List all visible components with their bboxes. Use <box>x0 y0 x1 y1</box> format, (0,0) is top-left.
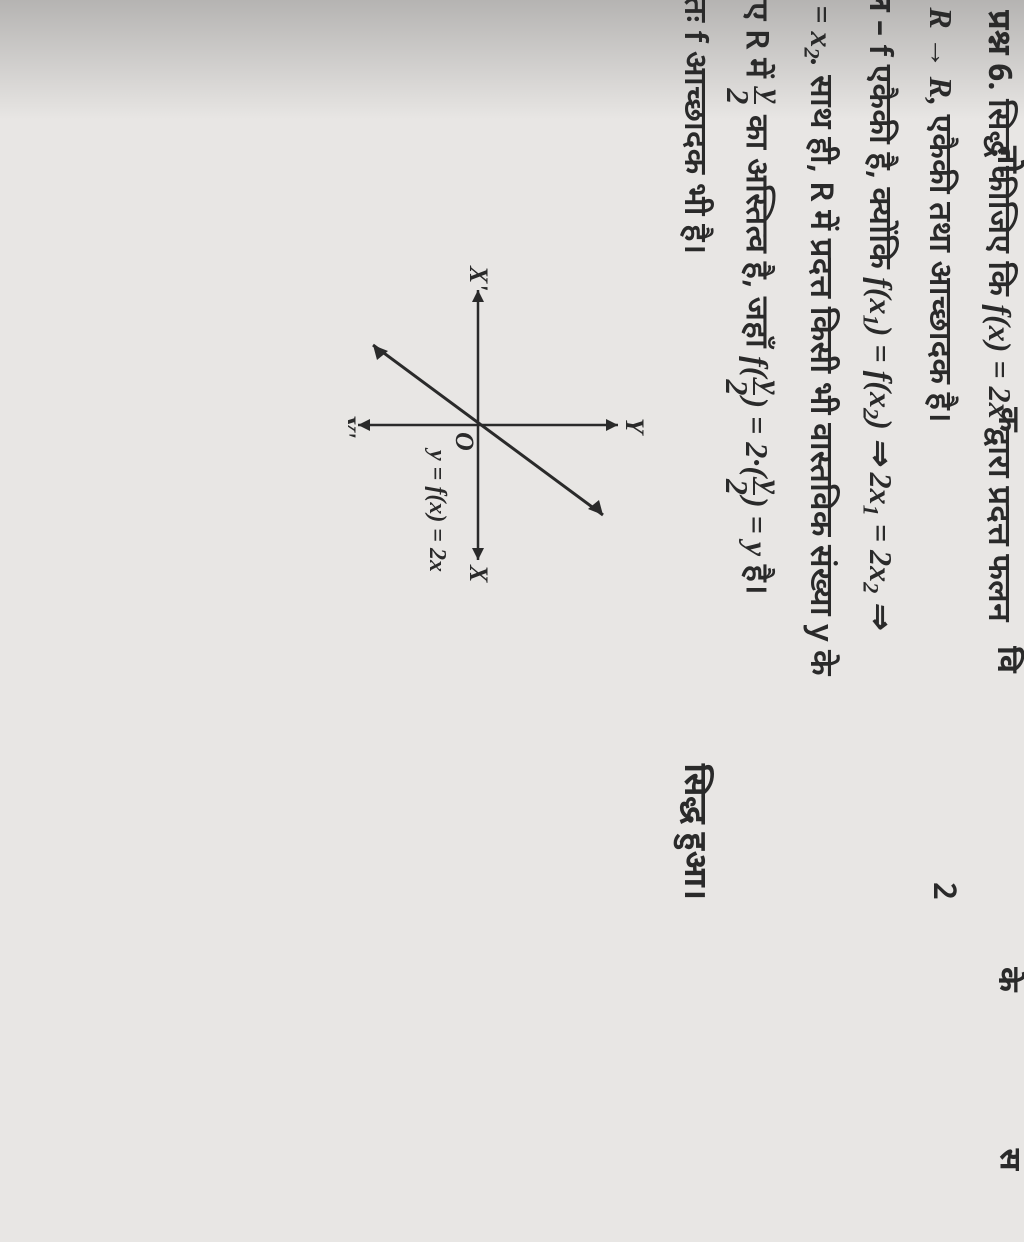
sol-eq: f(y2) = 2·(y2) = y <box>739 356 775 556</box>
label-Y: Y <box>620 418 648 436</box>
question-func: f(x) = 2x <box>982 304 1018 418</box>
page-content: 6. असत्य। प्रश्न 6. सिद्ध कीजिए कि f(x) … <box>348 0 1024 930</box>
sol-l3a: लिए R में <box>732 0 774 78</box>
question-line-1: प्रश्न 6. सिद्ध कीजिए कि f(x) = 2x द्वार… <box>970 0 1024 930</box>
solution-line-2: x1 = x2. साथ ही, R में प्रदत्त किसी भी व… <box>792 0 847 930</box>
label-X: X <box>464 564 493 583</box>
question-rest: एकैकी तथा आच्छादक है। <box>916 114 958 422</box>
frag-4: के <box>986 967 1024 992</box>
question-line-2: f : R → R, एकैकी तथा आच्छादक है। 2 <box>910 0 965 930</box>
frag-3: वि <box>985 646 1024 673</box>
graph-svg: Y X X' Y' O y = f(x) = 2x <box>348 260 648 600</box>
question-label: प्रश्न 6. <box>975 10 1017 90</box>
label-O: O <box>450 432 479 451</box>
sol-l3b: का अस्तित्व है, जहाँ <box>732 115 774 348</box>
sol-l2b: साथ ही, R में प्रदत्त किसी भी वास्तविक स… <box>797 75 839 676</box>
sol-proved: सिद्ध हुआ। <box>666 763 717 900</box>
sol-l2a: x1 = x2. <box>804 0 840 67</box>
solution-line-1: हल – f एकैकी है, क्योंकि f(x1) = f(x2) ⇒… <box>851 0 906 930</box>
frac-num: y <box>756 88 788 104</box>
frag-1: तो <box>985 146 1024 173</box>
label-eq: y = f(x) = 2x <box>424 447 450 572</box>
label-Yp: Y' <box>348 415 361 438</box>
sol-l1b: f(x1) = f(x2) ⇒ 2x1 = 2x2 ⇒ <box>863 277 899 628</box>
sol-l3c: है। <box>732 564 774 594</box>
label-Xp: X' <box>464 265 493 291</box>
frag-2: क <box>986 407 1024 432</box>
solution-line-4: अतः f आच्छादक भी है। सिद्ध हुआ। <box>666 0 717 930</box>
frag-5: स <box>987 1148 1024 1170</box>
sol-l4: अतः f आच्छादक भी है। <box>666 0 717 254</box>
fraction-y-2: y 2 <box>722 88 788 104</box>
page-number: 2 <box>910 882 965 900</box>
frac-den: 2 <box>722 88 756 104</box>
sol-l1a: f एकैकी है, क्योंकि <box>856 44 898 269</box>
solution-label: हल – <box>856 0 898 36</box>
question-text-a: सिद्ध कीजिए कि <box>975 99 1017 296</box>
graph-container: Y X X' Y' O y = f(x) = 2x <box>348 0 648 930</box>
question-text-b: द्वारा प्रदत्त फलन <box>975 427 1017 622</box>
question-domain: f : R → R, <box>923 0 959 106</box>
solution-line-3: लिए R में y 2 का अस्तित्व है, जहाँ f(y2)… <box>721 0 788 930</box>
